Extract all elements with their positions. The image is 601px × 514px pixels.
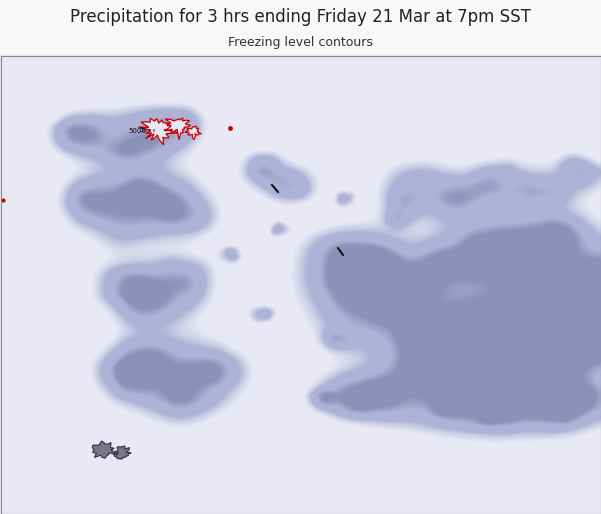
Polygon shape	[165, 118, 191, 140]
Text: 5₀₀₀: 5₀₀₀	[139, 127, 156, 133]
Polygon shape	[93, 441, 117, 458]
Text: Precipitation for 3 hrs ending Friday 21 Mar at 7pm SST: Precipitation for 3 hrs ending Friday 21…	[70, 8, 531, 26]
Text: Freezing level contours: Freezing level contours	[228, 36, 373, 49]
Polygon shape	[185, 126, 201, 140]
Polygon shape	[114, 446, 131, 459]
Polygon shape	[139, 118, 179, 145]
Text: 5000: 5000	[128, 128, 146, 134]
